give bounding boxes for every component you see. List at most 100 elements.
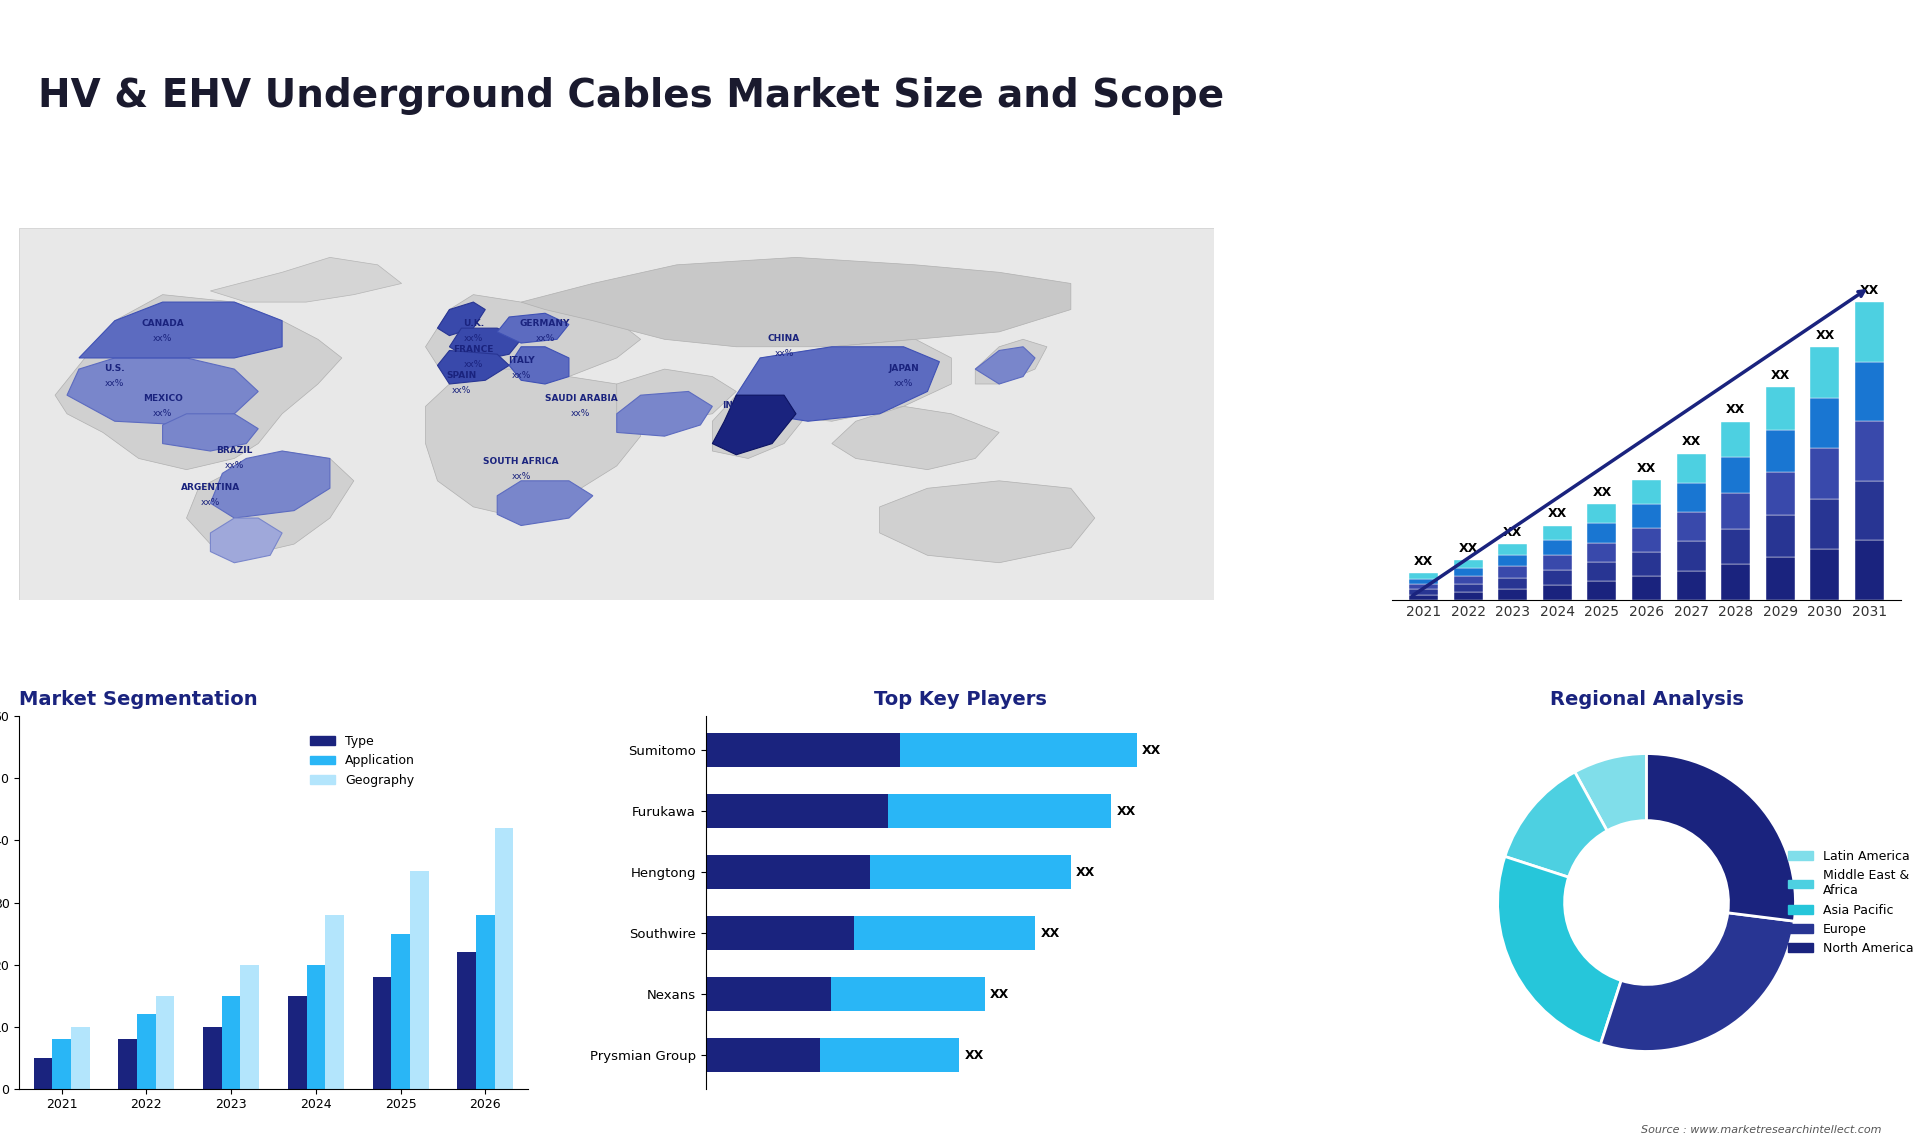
Bar xyxy=(1498,556,1526,566)
Text: U.S.: U.S. xyxy=(104,363,125,372)
Bar xyxy=(870,855,1071,889)
Text: SPAIN: SPAIN xyxy=(445,371,476,380)
Text: xx%: xx% xyxy=(202,497,221,507)
Polygon shape xyxy=(186,452,353,556)
Bar xyxy=(1453,560,1482,568)
Bar xyxy=(1632,576,1661,601)
Text: xx%: xx% xyxy=(511,472,530,481)
Text: xx%: xx% xyxy=(154,408,173,417)
Bar xyxy=(1544,526,1572,541)
Wedge shape xyxy=(1601,912,1795,1052)
Text: xx%: xx% xyxy=(511,371,530,380)
Polygon shape xyxy=(79,303,282,358)
Bar xyxy=(1544,541,1572,556)
Polygon shape xyxy=(211,452,330,518)
Polygon shape xyxy=(497,313,568,343)
Text: XX: XX xyxy=(964,1049,983,1061)
Bar xyxy=(223,996,240,1089)
Bar xyxy=(119,1039,136,1089)
Polygon shape xyxy=(449,328,520,362)
Text: XX: XX xyxy=(1142,744,1162,756)
Polygon shape xyxy=(56,295,342,470)
Polygon shape xyxy=(735,347,939,422)
Bar xyxy=(1588,562,1617,581)
Text: HV & EHV Underground Cables Market Size and Scope: HV & EHV Underground Cables Market Size … xyxy=(38,77,1225,115)
Bar xyxy=(156,996,175,1089)
Text: xx%: xx% xyxy=(225,461,244,470)
Bar xyxy=(1453,592,1482,601)
Text: CHINA: CHINA xyxy=(768,333,801,343)
Bar xyxy=(1588,581,1617,601)
Bar xyxy=(854,917,1035,950)
Bar xyxy=(1676,512,1705,541)
Bar xyxy=(707,1038,820,1072)
Bar xyxy=(707,978,831,1011)
Text: SAUDI ARABIA: SAUDI ARABIA xyxy=(545,393,616,402)
Text: JAPAN: JAPAN xyxy=(889,363,920,372)
Bar xyxy=(392,934,411,1089)
Polygon shape xyxy=(426,295,641,384)
Text: XX: XX xyxy=(1726,403,1745,416)
Text: xx%: xx% xyxy=(895,378,914,387)
Bar xyxy=(1453,568,1482,576)
Bar xyxy=(1544,571,1572,586)
Bar xyxy=(1766,430,1795,472)
Bar xyxy=(411,871,428,1089)
Bar xyxy=(204,1027,223,1089)
Text: Market Segmentation: Market Segmentation xyxy=(19,690,257,709)
Polygon shape xyxy=(438,303,486,336)
Wedge shape xyxy=(1505,772,1607,877)
Bar xyxy=(1676,541,1705,571)
Bar xyxy=(1588,504,1617,524)
Bar xyxy=(1409,589,1438,595)
Bar xyxy=(1676,454,1705,482)
Text: XX: XX xyxy=(1638,462,1657,474)
Text: XX: XX xyxy=(1041,926,1060,940)
Polygon shape xyxy=(426,369,641,518)
Bar xyxy=(1720,564,1751,601)
Text: MEXICO: MEXICO xyxy=(142,393,182,402)
Wedge shape xyxy=(1574,754,1647,831)
Bar xyxy=(1632,528,1661,552)
Text: XX: XX xyxy=(1682,435,1701,448)
Wedge shape xyxy=(1647,754,1795,921)
Bar xyxy=(1498,578,1526,589)
Text: XX: XX xyxy=(1770,369,1789,382)
Text: XX: XX xyxy=(1459,542,1478,555)
Bar xyxy=(136,1014,156,1089)
Bar xyxy=(707,794,889,827)
Text: XX: XX xyxy=(1413,555,1432,568)
Bar xyxy=(707,855,870,889)
Bar xyxy=(1498,566,1526,578)
Polygon shape xyxy=(497,481,593,526)
Polygon shape xyxy=(163,414,257,452)
Bar xyxy=(1855,541,1884,601)
Bar xyxy=(1409,573,1438,579)
Bar xyxy=(1588,524,1617,542)
Text: xx%: xx% xyxy=(726,416,747,425)
Bar xyxy=(900,733,1137,767)
Bar xyxy=(1720,528,1751,564)
Bar xyxy=(707,917,854,950)
Bar xyxy=(1409,595,1438,601)
Bar xyxy=(1676,482,1705,512)
Bar xyxy=(889,794,1112,827)
Bar xyxy=(324,915,344,1089)
Bar xyxy=(372,978,392,1089)
Text: BRAZIL: BRAZIL xyxy=(217,446,253,455)
Text: XX: XX xyxy=(1592,486,1611,499)
Text: xx%: xx% xyxy=(774,348,793,358)
Polygon shape xyxy=(67,358,257,425)
Bar xyxy=(288,996,307,1089)
Bar xyxy=(1855,303,1884,362)
Bar xyxy=(240,965,259,1089)
Text: GERMANY: GERMANY xyxy=(520,319,570,328)
Bar xyxy=(1811,549,1839,601)
Bar xyxy=(35,1058,52,1089)
Bar xyxy=(1766,515,1795,557)
Bar xyxy=(1632,480,1661,504)
Bar xyxy=(707,733,900,767)
Bar xyxy=(1676,571,1705,601)
Polygon shape xyxy=(616,392,712,437)
Text: ITALY: ITALY xyxy=(507,356,534,366)
